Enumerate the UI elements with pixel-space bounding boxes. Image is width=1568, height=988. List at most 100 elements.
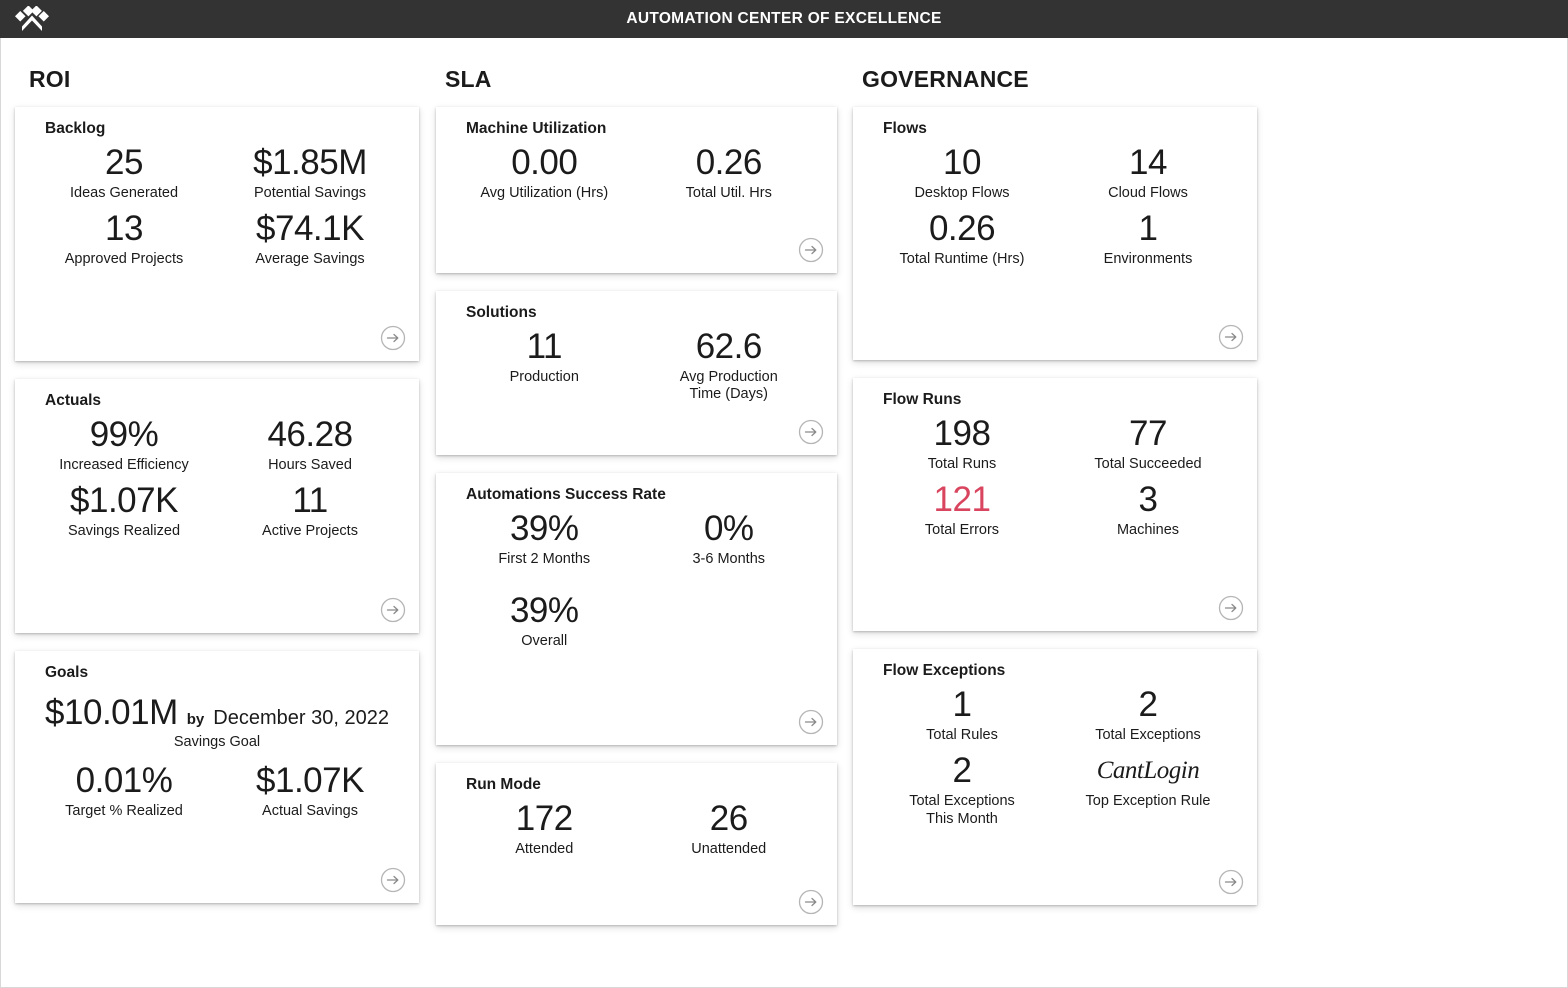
card-machine-utilization[interactable]: Machine Utilization 0.00 Avg Utilization…: [436, 107, 837, 273]
circle-arrow-right-icon[interactable]: [380, 867, 406, 893]
kpi-value: 10: [943, 143, 981, 182]
kpi-label: Production: [509, 368, 579, 385]
kpi-label: Potential Savings: [253, 184, 367, 201]
kpi-savings-realized: $1.07K Savings Realized: [31, 480, 217, 546]
circle-arrow-right-icon[interactable]: [1218, 869, 1244, 895]
kpi-value: 26: [709, 799, 748, 838]
kpi-total-util-hrs: 0.26 Total Util. Hrs: [637, 142, 822, 208]
circle-arrow-right-icon[interactable]: [798, 889, 824, 915]
kpi-avg-production-time: 62.6 Avg Production Time (Days): [637, 326, 822, 410]
card-title-automations-success-rate: Automations Success Rate: [466, 486, 666, 503]
kpi-label: First 2 Months: [498, 550, 591, 567]
kpi-unattended: 26 Unattended: [637, 798, 822, 864]
kpi-machines: 3 Machines: [1055, 479, 1241, 545]
kpi-grid: 11 Production 62.6 Avg Production Time (…: [452, 326, 821, 410]
kpi-label: Ideas Generated: [69, 184, 179, 201]
kpi-top-exception-rule: CantLogin Top Exception Rule: [1055, 750, 1241, 834]
goal-date: December 30, 2022: [213, 707, 389, 729]
kpi-value: CantLogin: [1096, 757, 1200, 785]
kpi-value: 2: [952, 751, 972, 791]
kpi-value: 3: [1138, 480, 1158, 520]
goal-by-word: by: [186, 711, 205, 728]
kpi-label: Actual Savings: [262, 802, 358, 819]
card-title-actuals: Actuals: [45, 392, 101, 409]
card-flow-runs[interactable]: Flow Runs 198 Total Runs 77 Total Succee…: [853, 378, 1257, 631]
kpi-label: Active Projects: [262, 523, 358, 540]
kpi-label: Target % Realized: [65, 802, 183, 819]
kpi-attended: 172 Attended: [452, 798, 637, 864]
kpi-total-runtime: 0.26 Total Runtime (Hrs): [869, 208, 1055, 274]
kpi-overall: 39% Overall: [452, 574, 637, 656]
kpi-value: 1: [952, 685, 972, 724]
kpi-grid: 1 Total Rules 2 Total Exceptions 2 Total…: [869, 684, 1241, 835]
kpi-ideas-generated: 25 Ideas Generated: [31, 142, 217, 208]
card-backlog[interactable]: Backlog 25 Ideas Generated $1.85M Potent…: [15, 107, 419, 361]
column-roi: ROI Backlog 25 Ideas Generated $1.85M Po…: [1, 38, 419, 943]
kpi-label: Overall: [521, 633, 568, 650]
kpi-grid: 198 Total Runs 77 Total Succeeded 121 To…: [869, 413, 1241, 546]
kpi-environments: 1 Environments: [1055, 208, 1241, 274]
card-actuals[interactable]: Actuals 99% Increased Efficiency 46.28 H…: [15, 379, 419, 633]
kpi-value: 11: [292, 481, 328, 521]
kpi-value: 2: [1138, 685, 1158, 724]
dashboard-canvas: ROI Backlog 25 Ideas Generated $1.85M Po…: [0, 38, 1568, 988]
kpi-total-errors: 121 Total Errors: [869, 479, 1055, 545]
kpi-first-2-months: 39% First 2 Months: [452, 508, 637, 574]
kpi-value: 13: [105, 209, 143, 249]
card-goals[interactable]: Goals $10.01M by December 30, 2022 Savin…: [15, 651, 419, 903]
kpi-value: $1.85M: [253, 143, 367, 182]
kpi-grid: 172 Attended 26 Unattended: [452, 798, 821, 864]
kpi-label: Environments: [1103, 251, 1193, 268]
kpi-value: $74.1K: [256, 209, 364, 249]
card-title-flow-runs: Flow Runs: [883, 391, 962, 408]
circle-arrow-right-icon[interactable]: [798, 237, 824, 263]
card-title-goals: Goals: [45, 664, 89, 681]
kpi-value: $1.07K: [256, 760, 364, 800]
column-governance: GOVERNANCE Flows 10 Desktop Flows 14 Clo…: [837, 38, 1257, 943]
kpi-label: Attended: [515, 840, 574, 857]
card-title-solutions: Solutions: [466, 304, 537, 321]
kpi-label: Avg Production Time (Days): [679, 368, 778, 403]
card-title-run-mode: Run Mode: [466, 776, 541, 793]
card-title-machine-utilization: Machine Utilization: [466, 120, 607, 137]
kpi-value: 121: [933, 480, 991, 520]
kpi-grid: 99% Increased Efficiency 46.28 Hours Sav…: [31, 414, 403, 547]
kpi-label: Total Exceptions: [1095, 726, 1201, 743]
circle-arrow-right-icon[interactable]: [380, 597, 406, 623]
kpi-grid: 39% First 2 Months 0% 3-6 Months 39% Ove…: [452, 508, 821, 657]
kpi-value: 198: [933, 414, 991, 453]
card-flow-exceptions[interactable]: Flow Exceptions 1 Total Rules 2 Total Ex…: [853, 649, 1257, 905]
kpi-grid: 10 Desktop Flows 14 Cloud Flows 0.26 Tot…: [869, 142, 1241, 275]
goal-amount: $10.01M: [45, 693, 178, 732]
circle-arrow-right-icon[interactable]: [798, 709, 824, 735]
kpi-cloud-flows: 14 Cloud Flows: [1055, 142, 1241, 208]
kpi-average-savings: $74.1K Average Savings: [217, 208, 403, 274]
card-run-mode[interactable]: Run Mode 172 Attended 26 Unattended: [436, 763, 837, 925]
kpi-value: 25: [105, 143, 143, 182]
circle-arrow-right-icon[interactable]: [1218, 595, 1244, 621]
kpi-grid: 0.00 Avg Utilization (Hrs) 0.26 Total Ut…: [452, 142, 821, 208]
kpi-target-percent-realized: 0.01% Target % Realized: [31, 760, 217, 826]
kpi-production: 11 Production: [452, 326, 637, 410]
column-sla: SLA Machine Utilization 0.00 Avg Utiliza…: [419, 38, 837, 943]
kpi-value: 14: [1129, 143, 1167, 182]
circle-arrow-right-icon[interactable]: [1218, 324, 1244, 350]
card-solutions[interactable]: Solutions 11 Production 62.6 Avg Product…: [436, 291, 837, 455]
circle-arrow-right-icon[interactable]: [798, 419, 824, 445]
kpi-label: Approved Projects: [64, 251, 184, 268]
kpi-label: Total Exceptions This Month: [909, 793, 1015, 827]
diamond-cluster-logo-icon[interactable]: [10, 0, 54, 38]
kpi-approved-projects: 13 Approved Projects: [31, 208, 217, 274]
kpi-value: 1: [1138, 209, 1158, 249]
kpi-value: 0%: [703, 509, 754, 548]
kpi-label: Increased Efficiency: [59, 456, 189, 473]
kpi-increased-efficiency: 99% Increased Efficiency: [31, 414, 217, 480]
kpi-value: 11: [526, 327, 563, 366]
kpi-empty-slot: [637, 574, 822, 656]
circle-arrow-right-icon[interactable]: [380, 325, 406, 351]
card-title-backlog: Backlog: [45, 120, 106, 137]
kpi-value: 0.26: [695, 143, 763, 182]
card-automations-success-rate[interactable]: Automations Success Rate 39% First 2 Mon…: [436, 473, 837, 745]
card-flows[interactable]: Flows 10 Desktop Flows 14 Cloud Flows 0.…: [853, 107, 1257, 360]
kpi-desktop-flows: 10 Desktop Flows: [869, 142, 1055, 208]
